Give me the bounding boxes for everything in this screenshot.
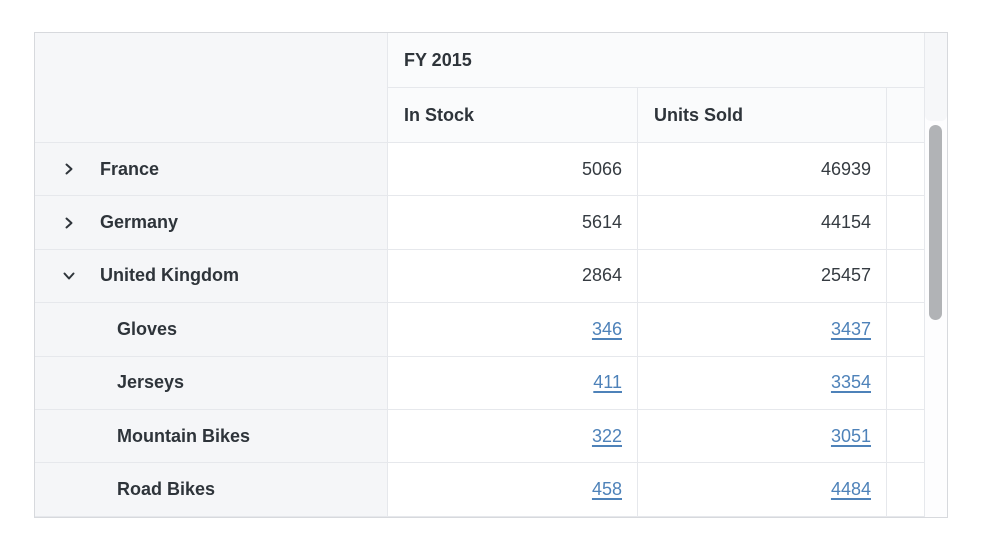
value-cell: 3354 <box>638 356 887 410</box>
row-header-cell[interactable]: Gloves <box>35 303 388 357</box>
value-cell: 411 <box>388 356 638 410</box>
row-label: Gloves <box>117 318 178 339</box>
value-cell: 322 <box>388 409 638 464</box>
value-text: 5066 <box>581 158 622 179</box>
row-label: Road Bikes <box>117 479 216 500</box>
row-header-cell[interactable]: Road Bikes <box>35 463 388 517</box>
column-header-label: Units Sold <box>654 104 743 125</box>
filler-cell <box>887 143 924 197</box>
row-label: Mountain Bikes <box>117 425 251 446</box>
corner-cell <box>35 33 388 143</box>
value-cell: 5066 <box>388 143 638 197</box>
drill-through-link[interactable]: 458 <box>591 479 622 500</box>
filler-cell <box>887 303 924 357</box>
value-cell: 2864 <box>388 249 638 304</box>
row-label: United Kingdom <box>100 265 239 286</box>
chevron-right-icon[interactable] <box>62 216 76 230</box>
value-cell: 346 <box>388 303 638 357</box>
value-cell: 3437 <box>638 303 887 357</box>
filler-cell <box>887 409 924 464</box>
row-header-cell[interactable]: United Kingdom <box>35 249 388 304</box>
column-header-units-sold[interactable]: Units Sold <box>638 88 887 143</box>
column-group-label: FY 2015 <box>404 49 472 70</box>
drill-through-link[interactable]: 4484 <box>830 479 871 500</box>
pivot-grid: FY 2015 In Stock Units Sold France 5066 … <box>35 33 924 517</box>
value-cell: 25457 <box>638 249 887 304</box>
chevron-right-icon[interactable] <box>62 162 76 176</box>
row-label: Germany <box>100 212 179 233</box>
value-cell: 44154 <box>638 196 887 250</box>
value-text: 46939 <box>820 158 871 179</box>
value-cell: 4484 <box>638 463 887 517</box>
row-header-cell[interactable]: Mountain Bikes <box>35 409 388 464</box>
scrollbar-header-spacer <box>925 33 947 121</box>
value-cell: 5614 <box>388 196 638 250</box>
filler-cell <box>887 356 924 410</box>
drill-through-link[interactable]: 411 <box>593 372 622 393</box>
drill-through-link[interactable]: 322 <box>591 425 622 446</box>
value-text: 2864 <box>581 265 622 286</box>
row-header-cell[interactable]: Germany <box>35 196 388 250</box>
value-cell: 3051 <box>638 409 887 464</box>
column-header-label: In Stock <box>404 104 475 125</box>
value-cell: 458 <box>388 463 638 517</box>
row-header-cell[interactable]: France <box>35 143 388 197</box>
scrollbar-track[interactable] <box>924 33 947 517</box>
filler-column-header <box>887 88 924 143</box>
row-label: Jerseys <box>117 372 185 393</box>
value-text: 25457 <box>820 265 871 286</box>
value-cell: 46939 <box>638 143 887 197</box>
value-text: 44154 <box>820 212 871 233</box>
chevron-down-icon[interactable] <box>62 269 76 283</box>
pivot-table: FY 2015 In Stock Units Sold France 5066 … <box>34 32 948 518</box>
scrollbar-thumb[interactable] <box>929 125 942 320</box>
drill-through-link[interactable]: 346 <box>591 318 622 339</box>
row-header-cell[interactable]: Jerseys <box>35 356 388 410</box>
drill-through-link[interactable]: 3354 <box>830 372 871 393</box>
column-header-in-stock[interactable]: In Stock <box>388 88 638 143</box>
filler-cell <box>887 463 924 517</box>
drill-through-link[interactable]: 3051 <box>830 425 871 446</box>
column-group-header-fy2015[interactable]: FY 2015 <box>388 33 924 88</box>
filler-cell <box>887 249 924 304</box>
value-text: 5614 <box>581 212 622 233</box>
filler-cell <box>887 196 924 250</box>
row-label: France <box>100 158 160 179</box>
drill-through-link[interactable]: 3437 <box>830 318 871 339</box>
